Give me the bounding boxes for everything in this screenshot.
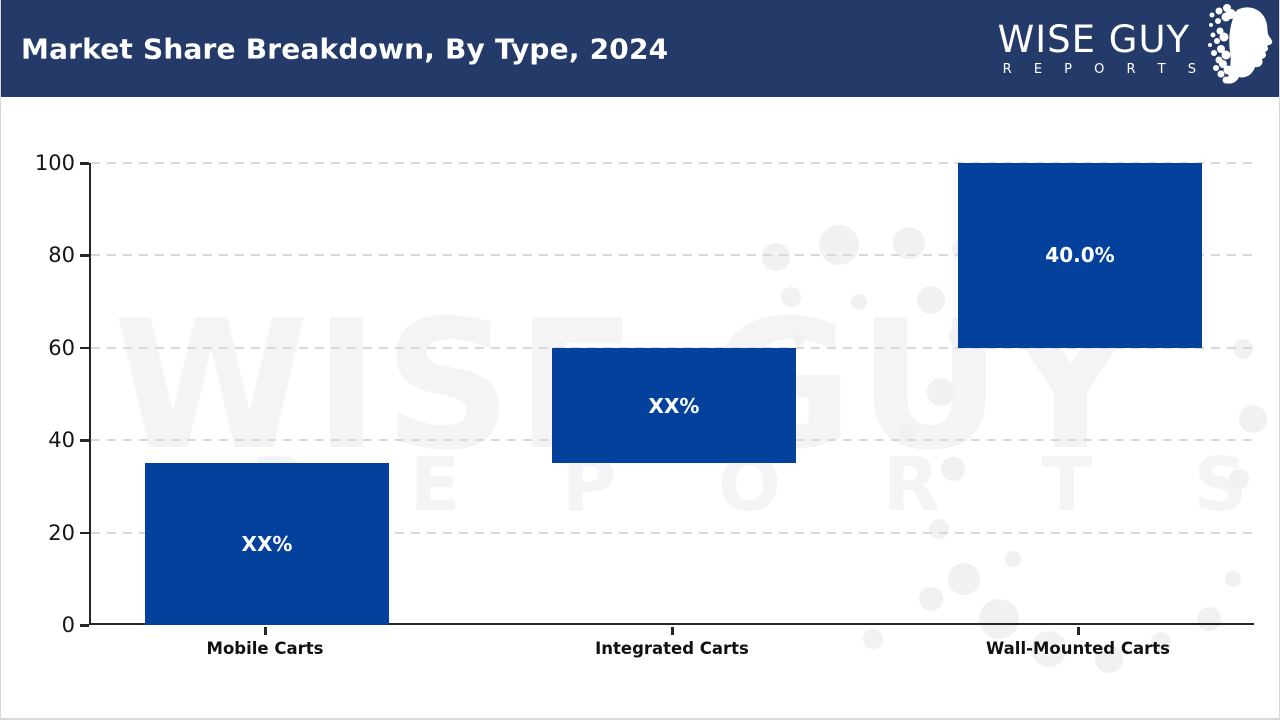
- y-tick-label-100: 100: [34, 151, 75, 175]
- y-tick-label-40: 40: [48, 428, 75, 453]
- logo-face-icon: [1208, 4, 1273, 84]
- x-category-label: Integrated Carts: [595, 639, 749, 658]
- bar-value-label: XX%: [241, 532, 293, 557]
- y-tick-label-80: 80: [48, 243, 75, 268]
- gridline-80: [91, 254, 1254, 257]
- chart-area: WISE GUY R E P O R T S XX% XX% 40.0% 0 20: [1, 97, 1279, 718]
- logo-wordmark: WISE GUY: [997, 18, 1191, 62]
- y-tick-mark-40: [80, 439, 89, 442]
- y-tick-label-20: 20: [48, 520, 75, 545]
- y-tick-label-0: 0: [61, 613, 75, 637]
- wiseguy-logo: WISE GUY R E P O R T S: [998, 3, 1273, 89]
- plot-area: XX% XX% 40.0%: [89, 162, 1254, 625]
- x-category-label: Wall-Mounted Carts: [986, 639, 1170, 658]
- y-tick-mark-100: [80, 162, 89, 165]
- header-band: Market Share Breakdown, By Type, 2024 WI…: [1, 0, 1279, 97]
- x-category-label: Mobile Carts: [206, 639, 324, 658]
- y-tick-mark-60: [80, 346, 89, 350]
- gridline-20: [91, 531, 1254, 534]
- bar-wall-mounted-carts: 40.0%: [958, 163, 1202, 348]
- y-tick-mark-0: [80, 624, 89, 627]
- y-tick-label-60: 60: [48, 335, 75, 360]
- x-tick-mark-2: [1077, 627, 1080, 635]
- x-tick-mark-1: [671, 627, 674, 635]
- y-tick-mark-80: [80, 254, 89, 257]
- x-tick-mark-0: [264, 627, 267, 635]
- y-tick-mark-20: [80, 531, 89, 535]
- bar-value-label: 40.0%: [1045, 243, 1115, 268]
- bar-integrated-carts: XX%: [552, 347, 796, 464]
- bar-mobile-carts: XX%: [145, 463, 389, 625]
- logo-subtitle: R E P O R T S: [1002, 61, 1205, 77]
- bar-value-label: XX%: [648, 393, 700, 418]
- gridline-100: [91, 162, 1254, 164]
- chart-title: Market Share Breakdown, By Type, 2024: [21, 32, 669, 65]
